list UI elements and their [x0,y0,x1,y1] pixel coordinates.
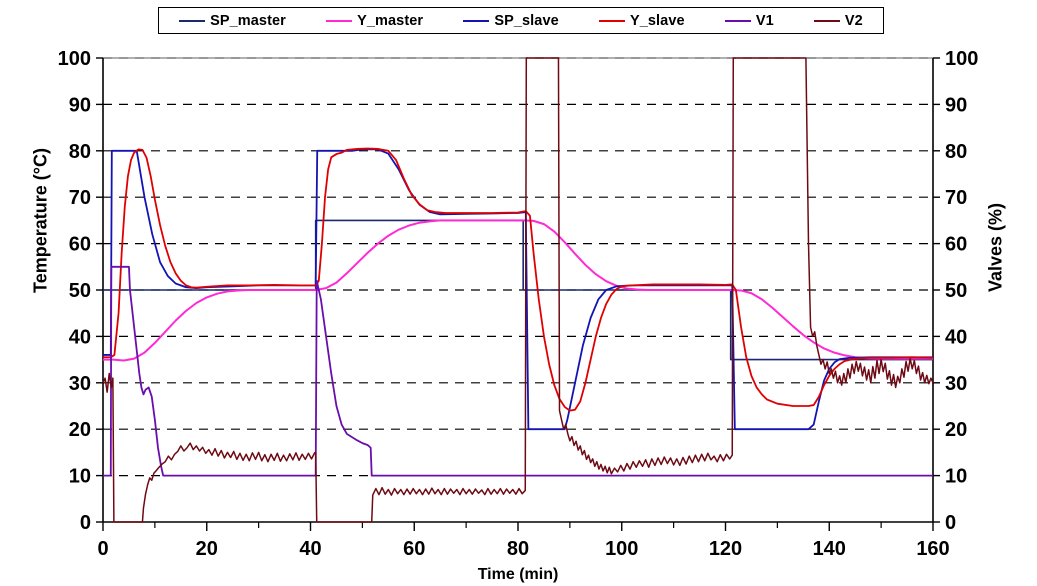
x-tick-label: 80 [507,538,529,560]
y-tick-label-left: 90 [69,94,91,116]
x-tick-label: 20 [196,538,218,560]
y-tick-label-right: 30 [945,373,967,395]
y-tick-label-left: 30 [69,373,91,395]
y-tick-label-left: 40 [69,326,91,348]
x-tick-label: 40 [299,538,321,560]
legend-item-sp-slave[interactable]: SP_slave [463,13,559,29]
series-line-y-slave [103,147,934,412]
legend-item-y-slave[interactable]: Y_slave [598,12,685,29]
y-tick-label-right: 70 [945,187,967,209]
legend-line-swatch [724,19,751,22]
y-tick-label-right: 100 [945,48,978,70]
legend-line-swatch [463,19,490,22]
y-tick-label-right: 90 [945,94,967,116]
x-tick-label: 160 [916,538,949,560]
y-tick-label-left: 80 [69,141,91,163]
legend-line-swatch [326,19,353,22]
y-tick-label-right: 80 [945,141,967,163]
y-tick-label-right: 0 [945,512,956,534]
chart-legend: SP_master Y_master SP_slave Y_slave V1 V2 [158,7,884,34]
series-line-v1 [103,265,933,477]
x-tick-label: 0 [97,538,108,560]
legend-item-y-master[interactable]: Y_master [326,13,423,29]
legend-item-sp-master[interactable]: SP_master [179,13,286,29]
y-tick-label-right: 20 [945,419,967,441]
y-tick-label-left: 60 [69,234,91,256]
y-tick-label-right: 10 [945,466,967,488]
x-tick-label: 60 [403,538,425,560]
legend-item-v2[interactable]: V2 [813,12,863,29]
x-tick-label: 100 [605,538,638,560]
y-tick-label-left: 70 [69,187,91,209]
x-tick-label: 140 [813,538,846,560]
legend-label: V1 [755,12,774,29]
series-line-v2 [102,57,934,523]
y-tick-label-left: 50 [69,280,91,302]
y-tick-label-right: 50 [945,280,967,302]
legend-label: Y_slave [629,12,685,29]
x-axis-title: Time (min) [477,566,559,583]
legend-item-v1[interactable]: V1 [724,12,774,29]
y-tick-label-left: 10 [69,466,91,488]
x-tick-label: 120 [709,538,742,560]
y-tick-label-left: 0 [80,512,91,534]
y-tick-label-right: 60 [945,234,967,256]
y-tick-label-left: 20 [69,419,91,441]
legend-label: SP_master [210,12,286,29]
y-tick-label-right: 40 [945,326,967,348]
legend-label: Y_master [357,12,424,29]
y-tick-label-left: 100 [58,48,91,70]
legend-label: V2 [844,12,863,29]
legend-line-swatch [179,19,206,22]
series-line-y-master [103,219,933,362]
legend-label: SP_slave [494,12,559,29]
legend-line-swatch [813,19,840,22]
legend-line-swatch [598,19,625,22]
